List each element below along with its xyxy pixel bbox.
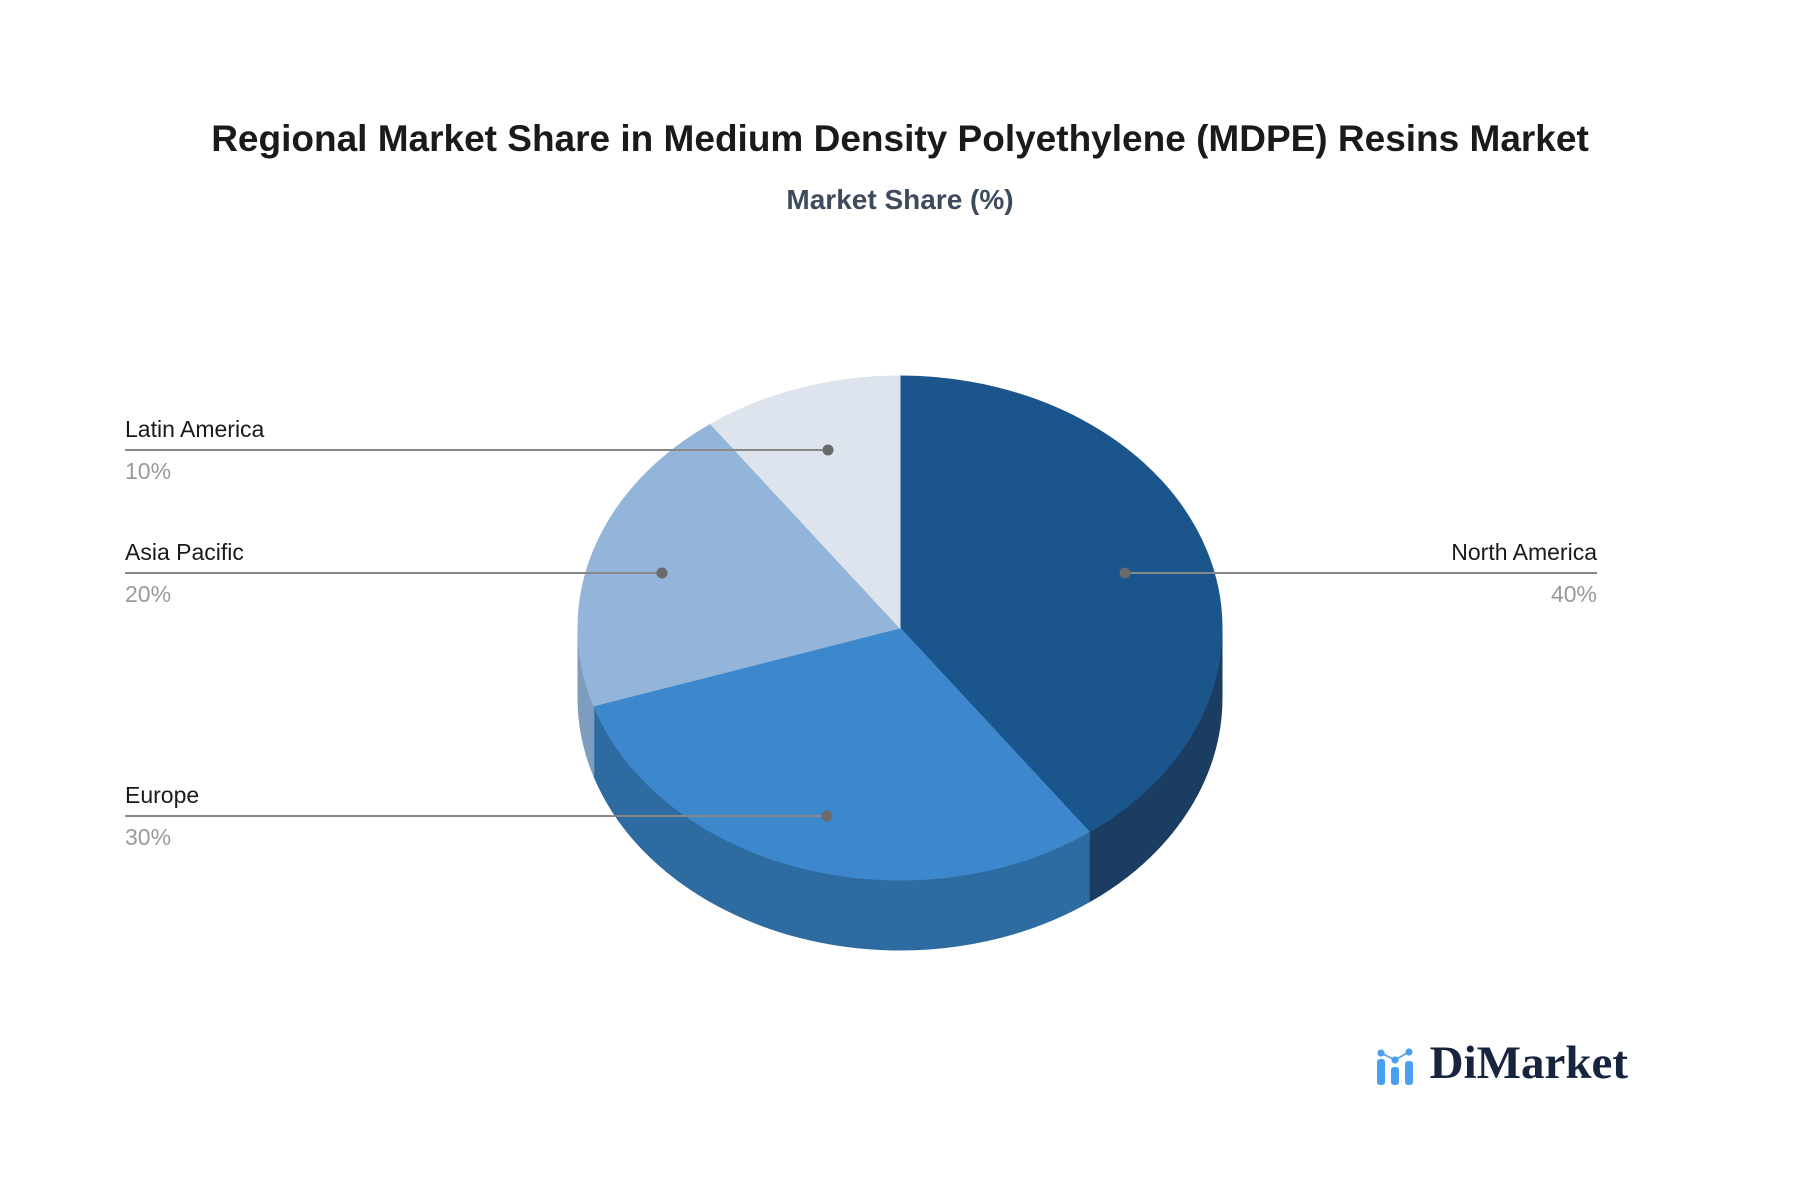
callout-north-america-pct: 40% — [1551, 580, 1597, 608]
pie-slice-north-america[interactable] — [899, 375, 1223, 833]
chart-title: Regional Market Share in Medium Density … — [211, 118, 1589, 159]
leader-dot-north-america — [1119, 567, 1131, 579]
callout-percent: 20% — [125, 581, 172, 607]
callout-europe: Europe — [125, 781, 199, 809]
callout-label: Latin America — [125, 416, 265, 442]
leader-dot-latin-america — [822, 444, 834, 456]
leader-dot-europe — [821, 810, 833, 822]
logo-bar-3 — [1404, 1061, 1413, 1085]
logo-bar-2 — [1390, 1067, 1399, 1085]
logo-dot-3 — [1405, 1048, 1413, 1056]
pie-slice-latin-america[interactable] — [709, 375, 901, 630]
callout-latin-america: Latin America — [125, 415, 264, 443]
callout-percent: 40% — [1550, 581, 1597, 607]
callout-north-america: North America — [1451, 538, 1597, 566]
brand-logo-text: DiMarket — [1429, 1037, 1628, 1089]
callout-percent: 10% — [125, 458, 172, 484]
callout-asia-pacific-pct: 20% — [125, 580, 171, 608]
callout-latin-america-pct: 10% — [125, 457, 171, 485]
bar-chart-logo-icon — [1376, 1048, 1413, 1085]
pie-slice-asia-pacific[interactable] — [577, 423, 901, 707]
leader-dot-asia-pacific — [656, 567, 668, 579]
logo-dot-2 — [1391, 1056, 1399, 1064]
callout-percent: 30% — [125, 824, 172, 850]
callout-label: North America — [1451, 539, 1597, 565]
callout-asia-pacific: Asia Pacific — [125, 538, 244, 566]
chart-subtitle: Market Share (%) — [786, 184, 1014, 215]
callout-label: Europe — [125, 782, 200, 808]
logo-dot-1 — [1377, 1049, 1385, 1057]
callout-europe-pct: 30% — [125, 823, 171, 851]
callout-label: Asia Pacific — [125, 539, 244, 565]
brand-logo: DiMarket — [1376, 1038, 1628, 1088]
logo-bar-1 — [1376, 1059, 1385, 1085]
